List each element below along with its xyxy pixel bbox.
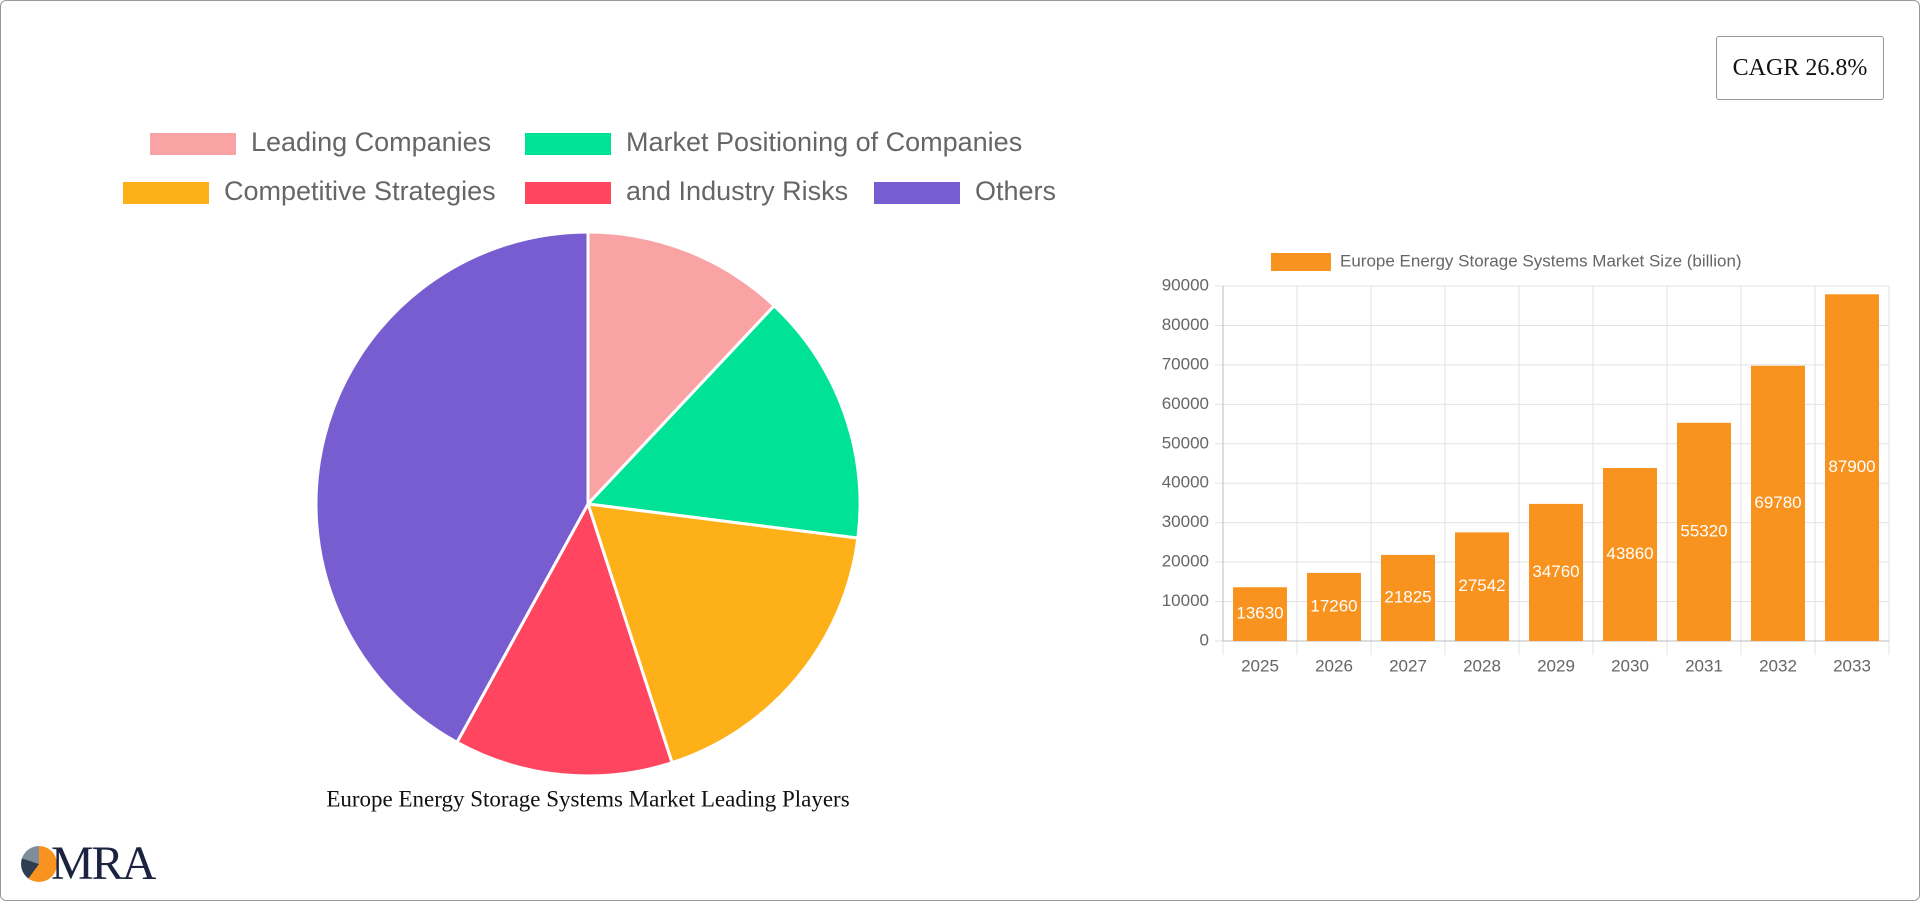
- bar-value-label: 87900: [1828, 457, 1875, 476]
- bar-value-label: 43860: [1606, 544, 1653, 563]
- y-tick-label: 10000: [1162, 591, 1209, 610]
- legend-label: Competitive Strategies: [224, 176, 496, 206]
- bar-value-label: 27542: [1458, 576, 1505, 595]
- bar: [1307, 572, 1361, 641]
- pie-slice: [586, 230, 777, 508]
- logo-icon: [21, 845, 57, 882]
- x-tick-label: 2031: [1685, 656, 1723, 675]
- bar: [1455, 532, 1509, 641]
- bar: [1529, 503, 1583, 641]
- x-tick-label: 2028: [1463, 656, 1501, 675]
- bar-value-label: 13630: [1236, 604, 1283, 623]
- x-tick-label: 2033: [1833, 656, 1871, 675]
- x-tick-label: 2029: [1537, 656, 1575, 675]
- y-tick-label: 30000: [1162, 512, 1209, 531]
- bar-value-label: 34760: [1532, 562, 1579, 581]
- y-tick-label: 60000: [1162, 394, 1209, 413]
- legend-swatch: [1271, 253, 1331, 271]
- legend-label: Others: [975, 176, 1056, 206]
- bar-value-label: 17260: [1310, 596, 1357, 615]
- bar: [1603, 467, 1657, 641]
- bar-value-label: 69780: [1754, 493, 1801, 512]
- legend-label: Leading Companies: [251, 127, 491, 157]
- legend-label: Europe Energy Storage Systems Market Siz…: [1340, 251, 1742, 270]
- y-tick-label: 50000: [1162, 433, 1209, 452]
- legend-swatch: [874, 182, 960, 204]
- y-tick-label: 80000: [1162, 315, 1209, 334]
- pie-slice: [585, 502, 860, 765]
- legend-swatch: [123, 182, 209, 204]
- y-tick-label: 70000: [1162, 354, 1209, 373]
- x-tick-label: 2025: [1241, 656, 1279, 675]
- pie-slice: [314, 230, 590, 745]
- legend-swatch: [150, 133, 236, 155]
- y-tick-label: 40000: [1162, 473, 1209, 492]
- x-tick-label: 2026: [1315, 656, 1353, 675]
- bar: [1233, 587, 1287, 641]
- bar-value-label: 21825: [1384, 587, 1431, 606]
- bar: [1677, 422, 1731, 641]
- logo-text: MRA: [51, 837, 156, 890]
- x-tick-label: 2032: [1759, 656, 1797, 675]
- pie-title: Europe Energy Storage Systems Market Lea…: [326, 786, 849, 811]
- pie-slice: [584, 303, 862, 540]
- bar: [1825, 294, 1879, 641]
- legend-label: Market Positioning of Companies: [626, 127, 1022, 157]
- logo: MRA: [21, 836, 156, 891]
- x-tick-label: 2027: [1389, 656, 1427, 675]
- x-tick-label: 2030: [1611, 656, 1649, 675]
- y-tick-label: 20000: [1162, 552, 1209, 571]
- pie-slice: [454, 500, 674, 778]
- bar-value-label: 55320: [1680, 521, 1727, 540]
- legend-swatch: [525, 133, 611, 155]
- bar: [1381, 554, 1435, 641]
- y-tick-label: 0: [1200, 630, 1209, 649]
- cagr-badge: CAGR 26.8%: [1716, 36, 1884, 100]
- legend-label: and Industry Risks: [626, 176, 848, 206]
- bar: [1751, 365, 1805, 641]
- y-tick-label: 90000: [1162, 275, 1209, 294]
- legend-swatch: [525, 182, 611, 204]
